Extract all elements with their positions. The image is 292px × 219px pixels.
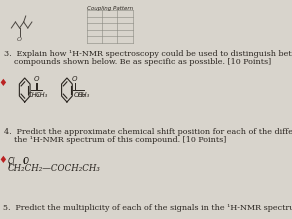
Text: CH₃: CH₃	[78, 92, 90, 98]
Text: O: O	[17, 37, 22, 42]
Text: CH₂: CH₂	[27, 92, 40, 98]
Text: 5.  Predict the multiplicity of each of the signals in the ¹H-NMR spectrum of th: 5. Predict the multiplicity of each of t…	[3, 204, 292, 212]
Text: O: O	[23, 157, 29, 166]
Text: compounds shown below. Be as specific as possible. [10 Points]: compounds shown below. Be as specific as…	[4, 58, 271, 66]
Text: ♦: ♦	[0, 78, 8, 88]
Text: CH₂: CH₂	[74, 92, 86, 98]
Text: 3.  Explain how ¹H-NMR spectroscopy could be used to distinguish between the two: 3. Explain how ¹H-NMR spectroscopy could…	[4, 50, 292, 58]
Text: CH₃: CH₃	[36, 92, 48, 98]
Text: ♦: ♦	[0, 155, 8, 165]
Text: Cl: Cl	[7, 157, 15, 166]
Text: 4.  Predict the approximate chemical shift position for each of the different hy: 4. Predict the approximate chemical shif…	[4, 128, 292, 136]
Text: O: O	[72, 76, 78, 82]
Text: Coupling Pattern: Coupling Pattern	[87, 6, 133, 11]
Text: CH₂CH₂—COCH₂CH₃: CH₂CH₂—COCH₂CH₃	[7, 164, 100, 173]
Text: the ¹H-NMR spectrum of this compound. [10 Points]: the ¹H-NMR spectrum of this compound. [1…	[4, 136, 227, 144]
Text: O: O	[34, 76, 39, 82]
